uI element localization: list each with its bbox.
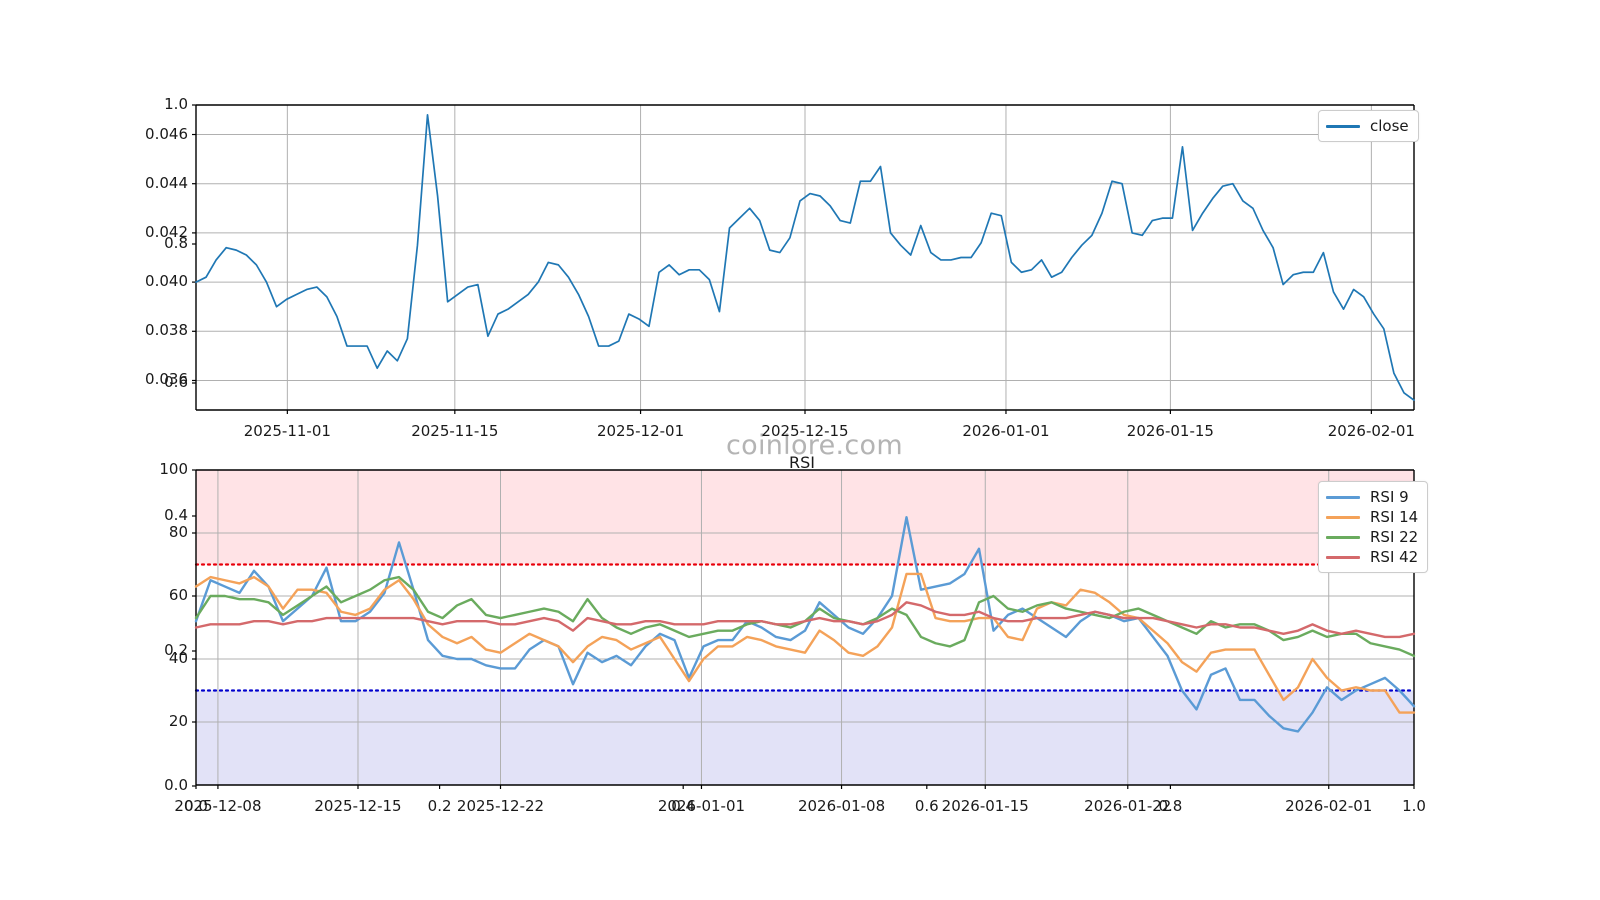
price-x-tick-label: 2025-11-01: [243, 422, 331, 440]
price-x-tick-label: 2025-12-01: [596, 422, 685, 440]
legend-item: RSI 9: [1326, 487, 1418, 507]
legend-item: close: [1326, 116, 1409, 136]
rsi-x-tick-label: 2026-01-15: [941, 797, 1029, 815]
rsi-y-ghost-tick-label: 0.2: [164, 641, 188, 659]
watermark: coinlore.com: [726, 430, 903, 461]
rsi-y-ghost-tick-label: 0.4: [164, 506, 188, 524]
price-x-tick-label: 2026-01-01: [962, 422, 1050, 440]
rsi-y-ghost-tick-label: 0.0: [164, 776, 188, 794]
rsi-plot-svg: [192, 469, 1416, 789]
rsi-x-tick-label: 2026-01-22: [1084, 797, 1172, 815]
legend-item: RSI 22: [1326, 527, 1418, 547]
price-y-ghost-tick-label: 0.8: [164, 234, 188, 252]
rsi-y-tick-label: 20: [168, 712, 188, 730]
close-line-swatch: [1326, 124, 1360, 128]
price-legend: close: [1318, 110, 1419, 142]
price-y-tick-label: 0.036: [145, 370, 188, 389]
rsi-42-line: [194, 601, 1416, 639]
rsi22-line-swatch: [1326, 535, 1360, 539]
price-chart-panel: [192, 104, 1415, 414]
rsi-legend: RSI 9 RSI 14 RSI 22 RSI 42: [1318, 481, 1429, 573]
price-plot-svg: [192, 104, 1415, 414]
rsi-x-ghost-tick-label: 0.6: [914, 797, 939, 815]
rsi-y-tick-label: 60: [168, 586, 188, 604]
rsi-x-ghost-tick-label: 0.0: [184, 797, 208, 815]
legend-label: RSI 14: [1370, 508, 1419, 526]
rsi42-line-swatch: [1326, 555, 1360, 559]
rsi9-line-swatch: [1326, 495, 1360, 499]
rsi-y-tick-label: 80: [168, 523, 188, 541]
rsi-x-ghost-tick-label: 0.4: [671, 797, 696, 815]
rsi-x-ghost-tick-label: 0.8: [1158, 797, 1183, 815]
rsi-y-tick-label: 40: [168, 649, 188, 667]
rsi-x-tick-label: 2026-01-08: [797, 797, 886, 815]
rsi-x-tick-label: 2026-02-01: [1285, 797, 1373, 815]
price-y-tick-label: 0.042: [145, 222, 188, 241]
legend-item: RSI 42: [1326, 547, 1418, 567]
price-y-tick-label: 0.040: [145, 272, 188, 291]
legend-label: RSI 9: [1370, 488, 1409, 506]
price-y-tick-label: 0.044: [145, 173, 188, 192]
price-y-tick-label: 0.046: [145, 124, 188, 143]
rsi-x-tick-label: 2025-12-08: [174, 797, 262, 815]
price-y-tick-label: 0.038: [145, 321, 188, 340]
rsi-y-tick-label: 100: [159, 460, 188, 478]
rsi-title: RSI: [789, 453, 815, 472]
rsi-x-tick-label: 2026-01-01: [657, 797, 746, 815]
legend-label: RSI 22: [1370, 528, 1419, 546]
price-y-ghost-tick-label: 1.0: [164, 95, 188, 113]
legend-label: close: [1370, 117, 1409, 135]
rsi-14-line: [194, 572, 1416, 714]
price-x-tick-label: 2026-02-01: [1327, 422, 1415, 440]
price-x-tick-label: 2025-11-15: [411, 422, 499, 440]
rsi-chart-panel: [0, 460, 1600, 900]
rsi-x-tick-label: 2025-12-15: [314, 797, 402, 815]
rsi-x-tick-label: 2025-12-22: [456, 797, 545, 815]
rsi14-line-swatch: [1326, 515, 1360, 519]
legend-item: RSI 14: [1326, 507, 1418, 527]
price-x-tick-label: 2025-12-15: [761, 422, 849, 440]
rsi-9-line: [194, 516, 1416, 733]
price-y-ghost-tick-label: 0.6: [164, 373, 188, 391]
rsi-x-ghost-tick-label: 0.2: [427, 797, 452, 815]
rsi-x-ghost-tick-label: 1.0: [1402, 797, 1426, 815]
legend-label: RSI 42: [1370, 548, 1419, 566]
price-x-tick-label: 2026-01-15: [1126, 422, 1214, 440]
close-price-line: [195, 113, 1415, 402]
